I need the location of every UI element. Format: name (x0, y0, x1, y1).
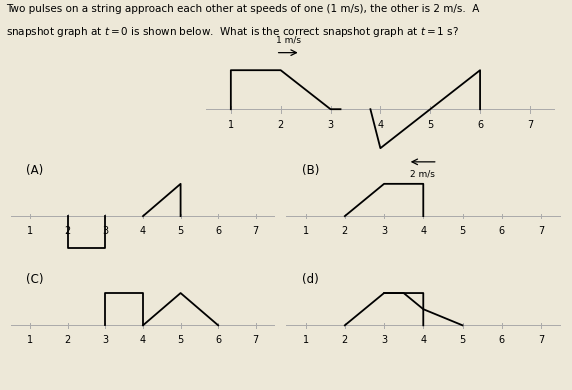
Text: 4: 4 (420, 226, 426, 236)
Text: 7: 7 (253, 226, 259, 236)
Text: 4: 4 (420, 335, 426, 345)
Text: 2 m/s: 2 m/s (410, 170, 435, 179)
Text: 1: 1 (27, 335, 33, 345)
Text: (d): (d) (301, 273, 319, 286)
Text: (A): (A) (26, 164, 43, 177)
Text: 5: 5 (459, 226, 466, 236)
Text: 6: 6 (215, 335, 221, 345)
Text: 1: 1 (27, 226, 33, 236)
Text: 6: 6 (215, 226, 221, 236)
Text: 7: 7 (253, 335, 259, 345)
Text: 5: 5 (177, 335, 184, 345)
Text: 6: 6 (499, 226, 505, 236)
Text: 2: 2 (341, 226, 348, 236)
Text: 4: 4 (378, 120, 383, 130)
Text: 7: 7 (538, 226, 544, 236)
Text: 5: 5 (177, 226, 184, 236)
Text: 6: 6 (477, 120, 483, 130)
Text: 2: 2 (341, 335, 348, 345)
Text: 5: 5 (459, 335, 466, 345)
Text: 1: 1 (303, 335, 309, 345)
Text: 2: 2 (65, 335, 71, 345)
Text: 7: 7 (538, 335, 544, 345)
Text: 5: 5 (427, 120, 434, 130)
Text: 1: 1 (303, 226, 309, 236)
Text: Two pulses on a string approach each other at speeds of one (1 m/s), the other i: Two pulses on a string approach each oth… (6, 4, 479, 14)
Text: (C): (C) (26, 273, 44, 286)
Text: 3: 3 (102, 335, 109, 345)
Text: 6: 6 (499, 335, 505, 345)
Text: 2: 2 (277, 120, 284, 130)
Text: (B): (B) (301, 164, 319, 177)
Text: 3: 3 (102, 226, 109, 236)
Text: 3: 3 (328, 120, 333, 130)
Text: 2: 2 (65, 226, 71, 236)
Text: snapshot graph at $t = 0$ is shown below.  What is the correct snapshot graph at: snapshot graph at $t = 0$ is shown below… (6, 25, 459, 39)
Text: 3: 3 (381, 226, 387, 236)
Text: 3: 3 (381, 335, 387, 345)
Text: 7: 7 (527, 120, 533, 130)
Text: 1: 1 (228, 120, 234, 130)
Text: 1 m/s: 1 m/s (276, 36, 301, 45)
Text: 4: 4 (140, 226, 146, 236)
Text: 4: 4 (140, 335, 146, 345)
